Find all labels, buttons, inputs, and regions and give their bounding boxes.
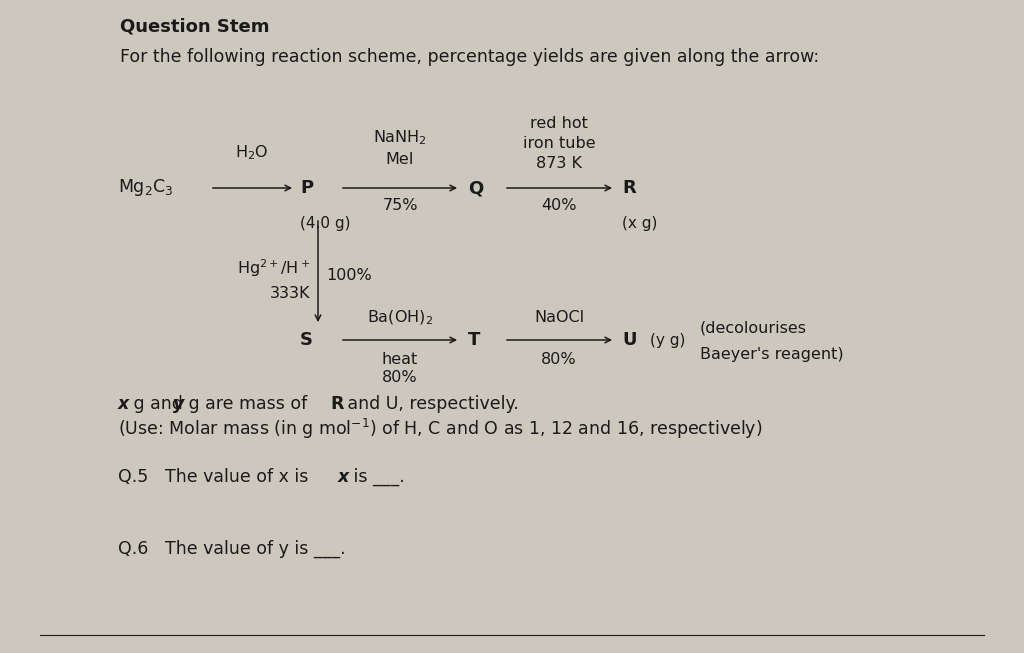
Text: 40%: 40% — [542, 199, 577, 214]
Text: U: U — [622, 331, 637, 349]
Text: and U, respectively.: and U, respectively. — [342, 395, 519, 413]
Text: g and: g and — [128, 395, 188, 413]
Text: Question Stem: Question Stem — [120, 18, 269, 36]
Text: 873 K: 873 K — [536, 155, 582, 170]
Text: MeI: MeI — [386, 153, 415, 168]
Text: red hot: red hot — [530, 116, 588, 131]
Text: (x g): (x g) — [622, 216, 657, 231]
Text: (4.0 g): (4.0 g) — [300, 216, 350, 231]
Text: 100%: 100% — [326, 268, 372, 283]
Text: T: T — [468, 331, 480, 349]
Text: heat: heat — [382, 353, 418, 368]
Text: The value of x is: The value of x is — [165, 468, 308, 486]
Text: (y g): (y g) — [650, 332, 685, 347]
Text: 75%: 75% — [382, 199, 418, 214]
Text: g are mass of: g are mass of — [183, 395, 312, 413]
Text: 80%: 80% — [382, 370, 418, 385]
Text: Hg$^{2+}$/H$^+$: Hg$^{2+}$/H$^+$ — [237, 257, 310, 279]
Text: 80%: 80% — [542, 353, 577, 368]
Text: R: R — [330, 395, 343, 413]
Text: (Use: Molar mass (in g mol$^{-1}$) of H, C and O as 1, 12 and 16, respectively): (Use: Molar mass (in g mol$^{-1}$) of H,… — [118, 417, 763, 441]
Text: Q.5: Q.5 — [118, 468, 148, 486]
Text: 333K: 333K — [269, 285, 310, 300]
Text: (decolourises: (decolourises — [700, 321, 807, 336]
Text: Ba(OH)$_2$: Ba(OH)$_2$ — [367, 309, 433, 327]
Text: For the following reaction scheme, percentage yields are given along the arrow:: For the following reaction scheme, perce… — [120, 48, 819, 66]
Text: S: S — [300, 331, 313, 349]
Text: x: x — [338, 468, 349, 486]
Text: is ___.: is ___. — [348, 468, 404, 486]
Text: y: y — [173, 395, 184, 413]
Text: Q: Q — [468, 179, 483, 197]
Text: P: P — [300, 179, 313, 197]
Text: The value of y is ___.: The value of y is ___. — [165, 540, 346, 558]
Text: Q.6: Q.6 — [118, 540, 148, 558]
Text: NaNH$_2$: NaNH$_2$ — [374, 129, 427, 148]
Text: Baeyer's reagent): Baeyer's reagent) — [700, 347, 844, 362]
Text: H$_2$O: H$_2$O — [236, 144, 268, 163]
Text: x: x — [118, 395, 129, 413]
Text: R: R — [622, 179, 636, 197]
Text: iron tube: iron tube — [522, 136, 595, 150]
Text: NaOCl: NaOCl — [534, 310, 584, 325]
Text: Mg$_2$C$_3$: Mg$_2$C$_3$ — [118, 178, 173, 199]
